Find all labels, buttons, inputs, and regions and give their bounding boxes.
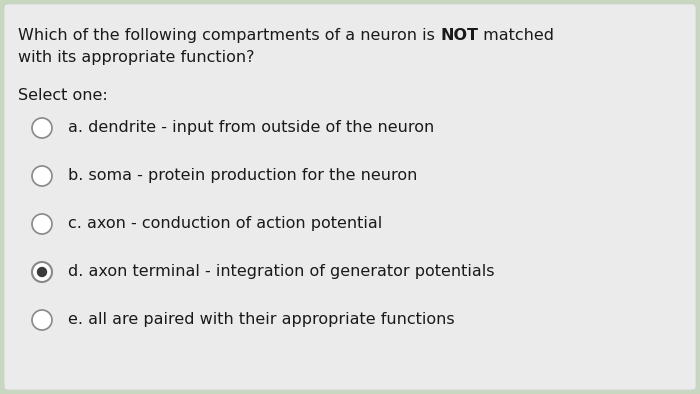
Circle shape [32, 118, 52, 138]
Text: matched: matched [478, 28, 554, 43]
Text: a. dendrite - input from outside of the neuron: a. dendrite - input from outside of the … [68, 120, 434, 135]
Text: b. soma - protein production for the neuron: b. soma - protein production for the neu… [68, 168, 417, 183]
Circle shape [32, 262, 52, 282]
Circle shape [37, 267, 47, 277]
Circle shape [32, 214, 52, 234]
Text: Select one:: Select one: [18, 88, 108, 103]
Text: e. all are paired with their appropriate functions: e. all are paired with their appropriate… [68, 312, 454, 327]
FancyBboxPatch shape [4, 4, 696, 390]
Text: with its appropriate function?: with its appropriate function? [18, 50, 255, 65]
Text: Which of the following compartments of a neuron is: Which of the following compartments of a… [18, 28, 440, 43]
Text: d. axon terminal - integration of generator potentials: d. axon terminal - integration of genera… [68, 264, 494, 279]
Circle shape [32, 310, 52, 330]
Circle shape [32, 166, 52, 186]
Text: NOT: NOT [440, 28, 478, 43]
Text: c. axon - conduction of action potential: c. axon - conduction of action potential [68, 216, 382, 231]
